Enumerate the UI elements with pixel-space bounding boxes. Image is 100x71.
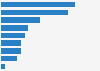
Bar [1, 48, 21, 54]
Bar [1, 56, 17, 61]
Bar [1, 10, 68, 15]
Bar [1, 25, 28, 31]
Bar [1, 64, 5, 69]
Bar [1, 2, 76, 7]
Bar [1, 40, 21, 46]
Bar [1, 33, 24, 38]
Bar [1, 17, 40, 23]
